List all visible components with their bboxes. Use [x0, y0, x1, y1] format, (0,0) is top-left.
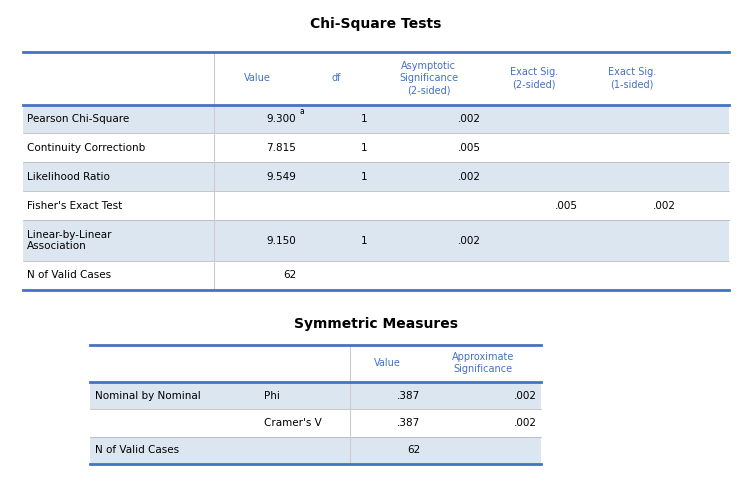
Bar	[23, 261, 729, 290]
Text: Fisher's Exact Test: Fisher's Exact Test	[27, 201, 123, 211]
Bar	[23, 52, 729, 105]
Text: Cramer's V: Cramer's V	[264, 418, 322, 428]
Text: N of Valid Cases: N of Valid Cases	[95, 445, 179, 456]
Text: .002: .002	[514, 418, 537, 428]
Bar	[90, 382, 541, 409]
Text: a: a	[299, 107, 304, 116]
Text: .387: .387	[397, 418, 420, 428]
Text: Value: Value	[374, 358, 401, 369]
Text: Likelihood Ratio: Likelihood Ratio	[27, 172, 110, 182]
Text: 9.300: 9.300	[267, 114, 296, 124]
Bar	[23, 133, 729, 162]
Text: 1: 1	[361, 143, 368, 153]
Text: df: df	[332, 73, 341, 84]
Text: .002: .002	[457, 236, 481, 246]
Bar	[90, 409, 541, 437]
Text: Pearson Chi-Square: Pearson Chi-Square	[27, 114, 129, 124]
Text: Approximate
Significance: Approximate Significance	[452, 352, 514, 374]
Bar	[23, 162, 729, 191]
Text: 9.150: 9.150	[266, 236, 296, 246]
Text: Exact Sig.
(2-sided): Exact Sig. (2-sided)	[510, 67, 558, 90]
Text: Asymptotic
Significance
(2-sided): Asymptotic Significance (2-sided)	[399, 61, 458, 96]
Text: .002: .002	[457, 114, 481, 124]
Bar	[90, 345, 541, 382]
Text: .387: .387	[397, 390, 420, 401]
Text: 1: 1	[361, 172, 368, 182]
Text: Exact Sig.
(1-sided): Exact Sig. (1-sided)	[608, 67, 656, 90]
Text: .005: .005	[457, 143, 481, 153]
Text: Linear-by-Linear
Association: Linear-by-Linear Association	[27, 230, 111, 251]
Text: Symmetric Measures: Symmetric Measures	[294, 317, 458, 331]
Bar	[23, 191, 729, 220]
Text: .005: .005	[555, 201, 578, 211]
Text: Nominal by Nominal: Nominal by Nominal	[95, 390, 201, 401]
Bar	[23, 105, 729, 133]
Text: 7.815: 7.815	[266, 143, 296, 153]
Text: 62: 62	[407, 445, 420, 456]
Text: Continuity Correctionb: Continuity Correctionb	[27, 143, 145, 153]
Text: 62: 62	[283, 270, 296, 280]
Text: Phi: Phi	[264, 390, 280, 401]
Text: 1: 1	[361, 236, 368, 246]
Bar	[90, 437, 541, 464]
Text: .002: .002	[514, 390, 537, 401]
Text: Chi-Square Tests: Chi-Square Tests	[311, 17, 441, 31]
Text: 1: 1	[361, 114, 368, 124]
Text: .002: .002	[457, 172, 481, 182]
Text: Value: Value	[244, 73, 271, 84]
Text: N of Valid Cases: N of Valid Cases	[27, 270, 111, 280]
Text: 9.549: 9.549	[266, 172, 296, 182]
Text: .002: .002	[653, 201, 676, 211]
Bar	[23, 220, 729, 261]
